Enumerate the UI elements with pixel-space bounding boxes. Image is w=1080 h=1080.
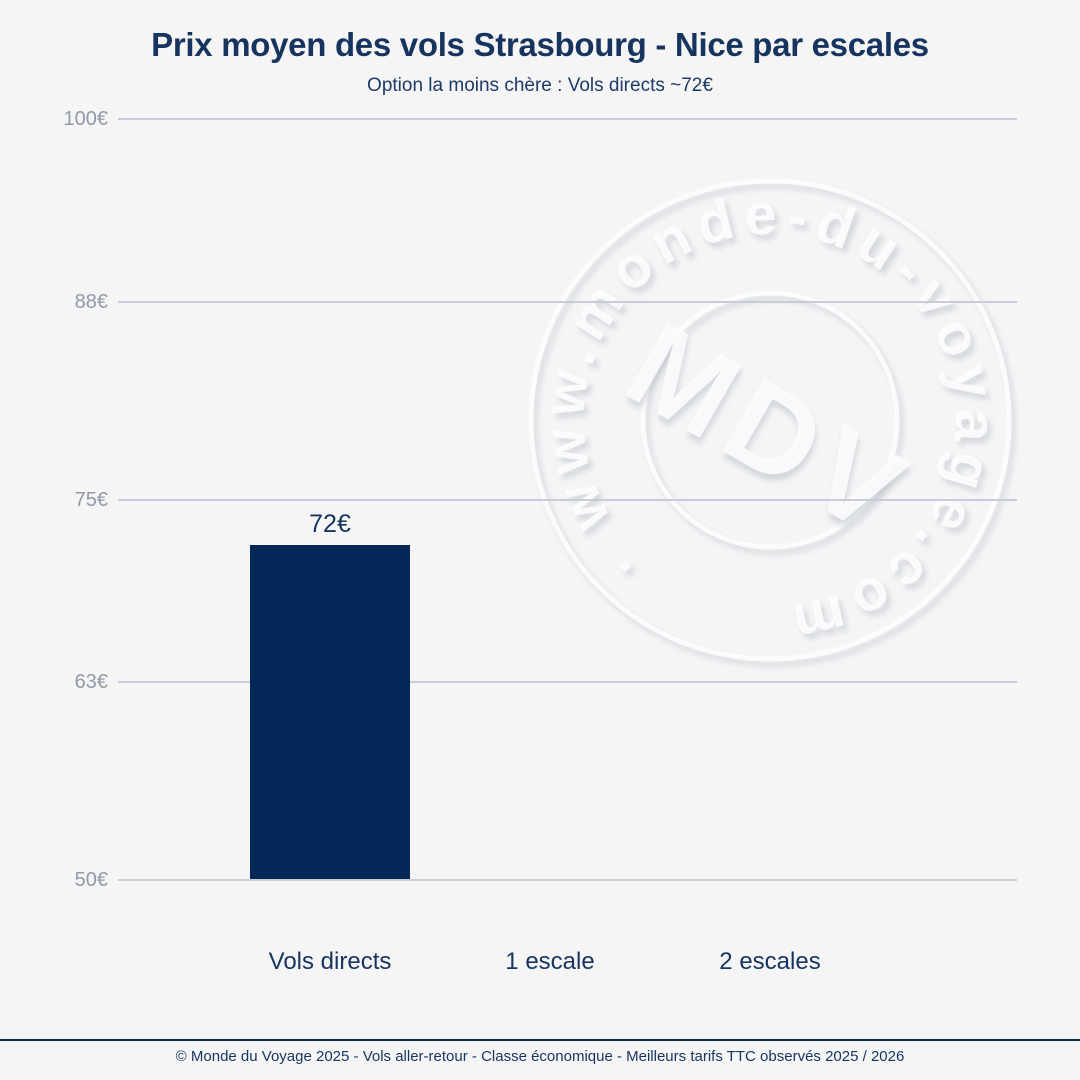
gridline: [118, 879, 1017, 881]
chart-subtitle: Option la moins chère : Vols directs ~72…: [367, 75, 713, 96]
y-tick-label: 88€: [74, 290, 108, 313]
footer-credit: © Monde du Voyage 2025 - Vols aller-reto…: [175, 1048, 905, 1065]
gridline: [118, 118, 1017, 120]
gridline: [118, 300, 1017, 303]
bar-value-label: 72€: [309, 510, 351, 539]
y-tick-label: 50€: [74, 869, 108, 891]
y-tick-label: 63€: [74, 671, 108, 694]
footer-divider: [0, 1039, 1080, 1041]
gridline: [118, 498, 1017, 501]
page-title: Prix moyen des vols Strasbourg - Nice pa…: [151, 26, 929, 63]
category-label-1: Vols directs: [268, 948, 392, 975]
y-tick-label: 75€: [74, 488, 108, 511]
category-label-3: 2 escales: [719, 948, 821, 975]
bar-vols-directs: [250, 545, 410, 879]
gridline: [118, 681, 1017, 684]
y-tick-label: 100€: [63, 108, 109, 130]
category-label-2: 1 escale: [505, 948, 595, 975]
